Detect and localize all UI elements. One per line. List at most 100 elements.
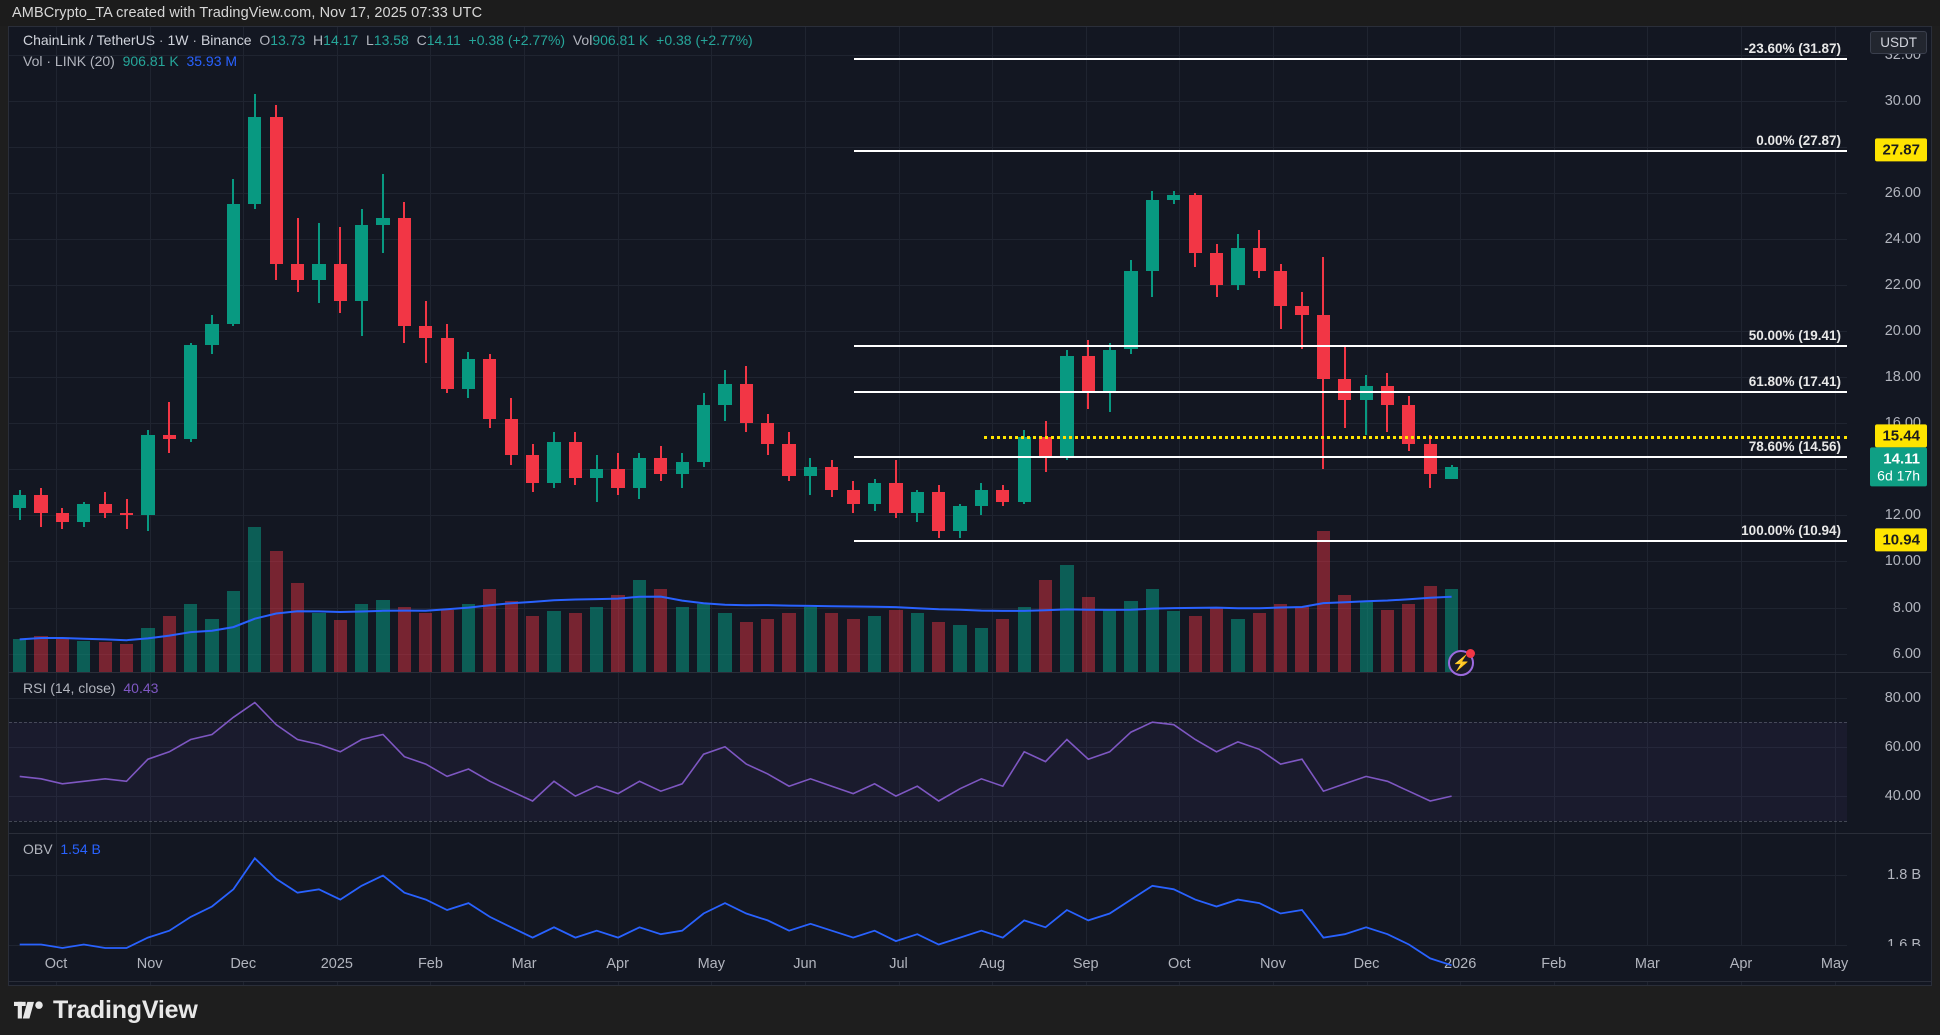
obv-study-name[interactable]: OBV xyxy=(23,841,53,857)
candlestick[interactable] xyxy=(333,27,347,672)
candlestick[interactable] xyxy=(761,27,775,672)
time-tick-label[interactable]: Mar xyxy=(511,956,537,972)
candlestick[interactable] xyxy=(1167,27,1181,672)
volume-study-name[interactable]: Vol · LINK (20) xyxy=(23,53,115,69)
candlestick[interactable] xyxy=(1252,27,1266,672)
chart-shell[interactable]: -23.60% (31.87) 0.00% (27.87) 50.00% (19.4… xyxy=(8,26,1932,986)
candlestick[interactable] xyxy=(226,27,241,672)
fib-level-line[interactable] xyxy=(854,149,1847,152)
candlestick[interactable] xyxy=(184,27,198,672)
candlestick[interactable] xyxy=(568,27,582,672)
candlestick[interactable] xyxy=(654,27,668,672)
candlestick[interactable] xyxy=(632,27,647,672)
candlestick[interactable] xyxy=(1316,27,1330,672)
fib-level-line[interactable] xyxy=(854,456,1847,459)
candlestick[interactable] xyxy=(205,27,219,672)
price-badge[interactable]: 15.44 xyxy=(1875,424,1927,448)
candlestick[interactable] xyxy=(1423,27,1437,672)
fib-level-line[interactable] xyxy=(854,390,1847,393)
time-tick-label[interactable]: Nov xyxy=(1260,956,1286,972)
candlestick[interactable] xyxy=(248,27,262,672)
fib-level-line[interactable] xyxy=(854,344,1847,347)
candlestick[interactable] xyxy=(696,27,711,672)
candlestick[interactable] xyxy=(974,27,989,672)
time-tick-label[interactable]: Dec xyxy=(230,956,257,972)
candlestick[interactable] xyxy=(461,27,476,672)
candlestick[interactable] xyxy=(718,27,732,672)
candlestick[interactable] xyxy=(77,27,91,672)
candlestick[interactable] xyxy=(867,27,882,672)
candlestick[interactable] xyxy=(590,27,604,672)
candlestick[interactable] xyxy=(1380,27,1395,672)
candlestick[interactable] xyxy=(910,27,924,672)
candlestick[interactable] xyxy=(355,27,369,672)
currency-pill[interactable]: USDT xyxy=(1870,31,1927,54)
time-tick-label[interactable]: Sep xyxy=(1072,956,1099,972)
candlestick[interactable] xyxy=(803,27,818,672)
candlestick[interactable] xyxy=(1444,27,1459,672)
time-tick-label[interactable]: Feb xyxy=(417,956,443,972)
volume-legend[interactable]: Vol · LINK (20) 906.81 K 35.93 M xyxy=(23,53,237,69)
price-scale[interactable]: 32.0030.0028.0026.0024.0022.0020.0018.00… xyxy=(1845,27,1931,672)
candlestick[interactable] xyxy=(1081,27,1095,672)
candlestick[interactable] xyxy=(825,27,839,672)
time-tick-label[interactable]: Dec xyxy=(1353,956,1380,972)
time-tick-label[interactable]: May xyxy=(697,956,725,972)
price-badge[interactable]: 10.94 xyxy=(1875,528,1927,552)
price-pane[interactable]: -23.60% (31.87) 0.00% (27.87) 50.00% (19.4… xyxy=(9,27,1847,676)
candlestick[interactable] xyxy=(34,27,48,672)
candlestick[interactable] xyxy=(547,27,561,672)
legend-exchange[interactable]: Binance xyxy=(200,32,252,48)
candlestick[interactable] xyxy=(1274,27,1288,672)
candlestick[interactable] xyxy=(889,27,903,672)
time-tick-label[interactable]: Oct xyxy=(1168,956,1191,972)
time-tick-label[interactable]: Aug xyxy=(979,956,1006,972)
rsi-scale[interactable]: 80.00 60.00 40.00 xyxy=(1845,673,1931,833)
candlestick[interactable] xyxy=(483,27,497,672)
candlestick[interactable] xyxy=(611,27,625,672)
candlestick[interactable] xyxy=(504,27,518,672)
rsi-legend[interactable]: RSI (14, close) 40.43 xyxy=(23,680,158,696)
candlestick[interactable] xyxy=(13,27,27,672)
candlestick[interactable] xyxy=(269,27,283,672)
candlestick[interactable] xyxy=(290,27,305,672)
time-tick-label[interactable]: Jun xyxy=(793,956,817,972)
candlestick[interactable] xyxy=(98,27,112,672)
candlestick[interactable] xyxy=(141,27,155,672)
time-tick-label[interactable]: May xyxy=(1820,956,1849,972)
candlestick[interactable] xyxy=(1402,27,1416,672)
candlestick[interactable] xyxy=(1038,27,1053,672)
time-tick-label[interactable]: Nov xyxy=(136,956,163,972)
candlestick[interactable] xyxy=(782,27,796,672)
candlestick[interactable] xyxy=(440,27,454,672)
candlestick[interactable] xyxy=(1188,27,1202,672)
time-tick-label[interactable]: Jul xyxy=(889,956,908,972)
candlestick[interactable] xyxy=(1209,27,1224,672)
rsi-pane[interactable] xyxy=(9,673,1847,833)
price-legend[interactable]: ChainLink / TetherUS · 1W · Binance O13.… xyxy=(23,32,753,48)
candlestick[interactable] xyxy=(1231,27,1245,672)
candlestick[interactable] xyxy=(1145,27,1160,672)
time-axis[interactable]: Oct Nov Dec 2025 Feb Mar Apr May Jun Jul Aug Sep Oct… xyxy=(8,946,1932,982)
price-badge[interactable]: 27.87 xyxy=(1875,138,1927,162)
candlestick[interactable] xyxy=(119,27,134,672)
time-tick-label[interactable]: 2025 xyxy=(320,956,353,972)
candlestick[interactable] xyxy=(739,27,753,672)
fib-level-line[interactable] xyxy=(854,57,1847,60)
obv-pane[interactable] xyxy=(9,834,1847,985)
candlestick[interactable] xyxy=(953,27,967,672)
alert-lightning-icon[interactable]: ⚡ xyxy=(1448,649,1476,676)
time-tick-label[interactable]: Oct xyxy=(44,956,68,972)
legend-symbol[interactable]: ChainLink / TetherUS xyxy=(23,32,156,48)
candlestick[interactable] xyxy=(162,27,176,672)
candlestick[interactable] xyxy=(1338,27,1352,672)
legend-interval[interactable]: 1W xyxy=(167,32,189,48)
candlestick[interactable] xyxy=(932,27,946,672)
candlestick[interactable] xyxy=(312,27,326,672)
fib-level-line[interactable] xyxy=(854,539,1847,542)
candlestick[interactable] xyxy=(525,27,540,672)
candlestick[interactable] xyxy=(1124,27,1138,672)
time-tick-label[interactable]: Apr xyxy=(1729,956,1753,972)
candlestick[interactable] xyxy=(397,27,411,672)
price-badge[interactable]: 14.11 6d 17h xyxy=(1870,447,1927,487)
